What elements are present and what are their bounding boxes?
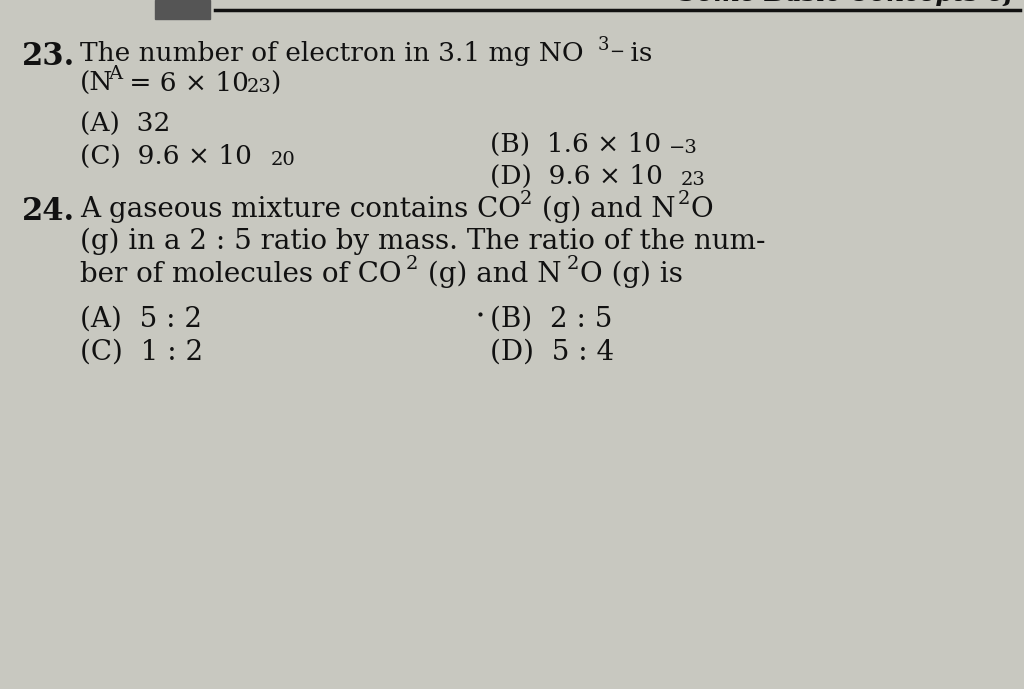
- Text: (g) in a 2 : 5 ratio by mass. The ratio of the num-: (g) in a 2 : 5 ratio by mass. The ratio …: [80, 228, 766, 256]
- Text: O: O: [691, 196, 714, 223]
- Text: O (g) is: O (g) is: [580, 261, 683, 289]
- Text: 23: 23: [681, 171, 706, 189]
- Text: The number of electron in 3.1 mg NO: The number of electron in 3.1 mg NO: [80, 41, 584, 66]
- Text: −3: −3: [669, 139, 698, 157]
- Text: A gaseous mixture contains CO: A gaseous mixture contains CO: [80, 196, 521, 223]
- Text: (D)  9.6 × 10: (D) 9.6 × 10: [490, 164, 663, 189]
- Text: 2: 2: [406, 255, 419, 273]
- Bar: [155, 0, 210, 19]
- Text: (A)  32: (A) 32: [80, 112, 170, 137]
- Text: 2: 2: [567, 255, 580, 273]
- Text: (N: (N: [80, 71, 114, 96]
- Text: Some Basic Concepts of: Some Basic Concepts of: [679, 0, 1015, 6]
- Text: ): ): [270, 71, 281, 96]
- Text: 20: 20: [271, 151, 296, 169]
- Text: ber of molecules of CO: ber of molecules of CO: [80, 261, 401, 288]
- Text: 23: 23: [247, 78, 272, 96]
- Text: 2: 2: [678, 190, 690, 208]
- Text: 3: 3: [598, 36, 609, 54]
- Text: (g) and N: (g) and N: [419, 261, 561, 289]
- Text: (C)  1 : 2: (C) 1 : 2: [80, 339, 203, 366]
- Text: (B)  2 : 5: (B) 2 : 5: [490, 306, 612, 333]
- Text: A: A: [108, 65, 122, 83]
- Text: (A)  5 : 2: (A) 5 : 2: [80, 306, 202, 333]
- Text: 2: 2: [520, 190, 532, 208]
- Text: (g) and N: (g) and N: [534, 196, 676, 223]
- Text: (B)  1.6 × 10: (B) 1.6 × 10: [490, 132, 662, 157]
- Text: (C)  9.6 × 10: (C) 9.6 × 10: [80, 144, 252, 169]
- Text: 24.: 24.: [22, 196, 75, 227]
- Text: 23.: 23.: [22, 41, 75, 72]
- Text: (D)  5 : 4: (D) 5 : 4: [490, 339, 614, 366]
- Text: is: is: [622, 41, 652, 66]
- Text: = 6 × 10: = 6 × 10: [121, 71, 249, 96]
- Text: −: −: [609, 43, 624, 61]
